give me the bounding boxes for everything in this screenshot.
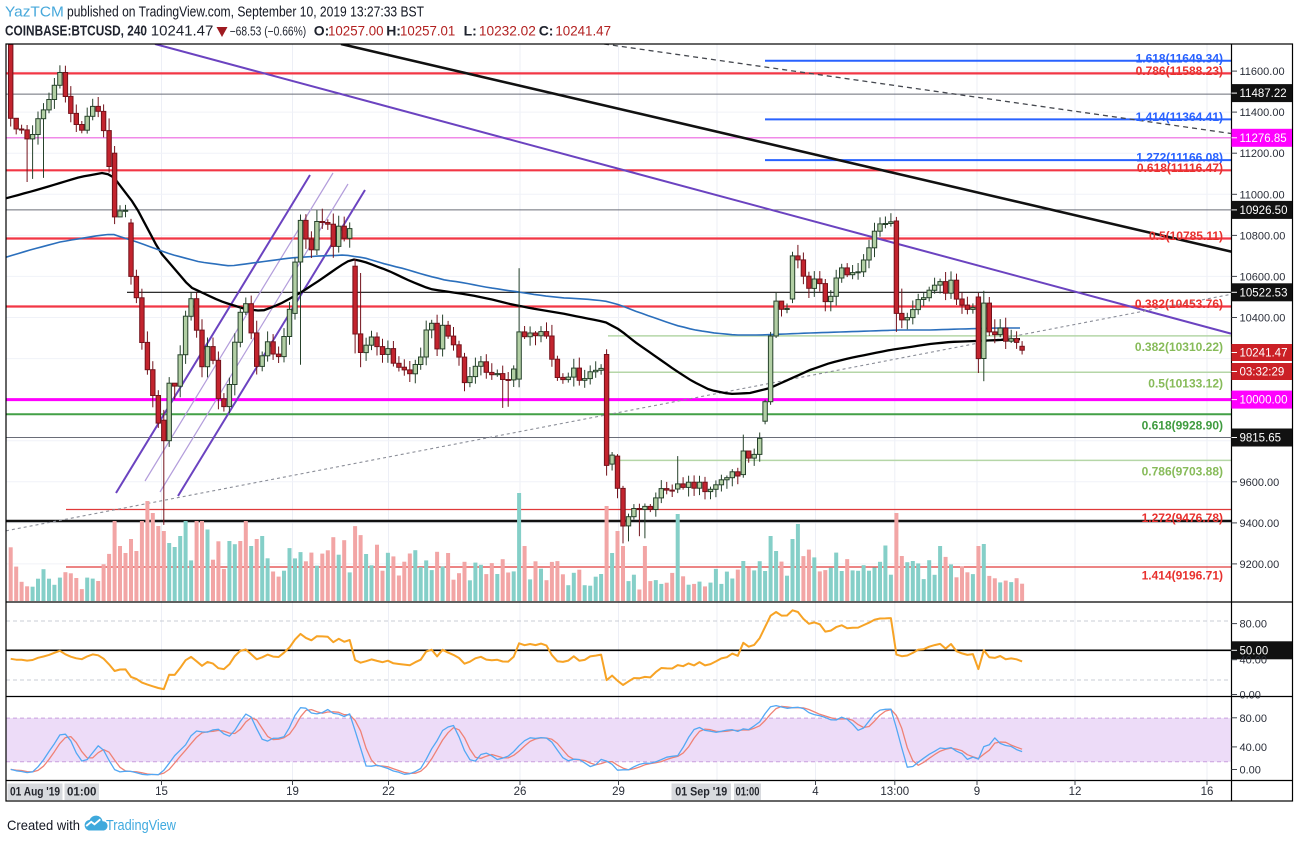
svg-text:1.272(9476.78): 1.272(9476.78) bbox=[1142, 511, 1223, 525]
svg-text:10400.00: 10400.00 bbox=[1240, 313, 1286, 325]
svg-text:29: 29 bbox=[612, 786, 625, 798]
svg-text:80.00: 80.00 bbox=[1240, 713, 1268, 725]
svg-text:10926.50: 10926.50 bbox=[1240, 205, 1288, 217]
svg-text:40.00: 40.00 bbox=[1240, 742, 1268, 754]
svg-text:22: 22 bbox=[382, 786, 395, 798]
svg-text:10522.53: 10522.53 bbox=[1240, 287, 1288, 299]
svg-text:9: 9 bbox=[974, 786, 980, 798]
svg-text:80.00: 80.00 bbox=[1240, 619, 1268, 631]
svg-text:1.272(11166.08): 1.272(11166.08) bbox=[1136, 151, 1223, 165]
svg-text:0.5(10785.11): 0.5(10785.11) bbox=[1149, 229, 1223, 243]
svg-text:12: 12 bbox=[1069, 786, 1082, 798]
svg-text:50.00: 50.00 bbox=[1240, 645, 1269, 657]
svg-text:0.382(10453.76): 0.382(10453.76) bbox=[1135, 297, 1223, 311]
svg-text:16: 16 bbox=[1201, 786, 1214, 798]
svg-text:0.618(9928.90): 0.618(9928.90) bbox=[1142, 418, 1223, 432]
svg-text:01:00: 01:00 bbox=[736, 787, 760, 799]
svg-text:11000.00: 11000.00 bbox=[1240, 189, 1285, 201]
svg-text:10241.47: 10241.47 bbox=[555, 23, 611, 39]
svg-text:9815.65: 9815.65 bbox=[1240, 433, 1282, 445]
svg-text:10241.47: 10241.47 bbox=[1240, 348, 1288, 360]
svg-text:11600.00: 11600.00 bbox=[1240, 66, 1285, 78]
svg-text:11487.22: 11487.22 bbox=[1240, 88, 1287, 100]
svg-text:10241.47: 10241.47 bbox=[151, 23, 214, 40]
svg-text:40.00: 40.00 bbox=[1240, 655, 1268, 667]
svg-text:1.414(9196.71): 1.414(9196.71) bbox=[1142, 569, 1223, 583]
svg-text:0.00: 0.00 bbox=[1240, 765, 1261, 777]
svg-text:C:: C: bbox=[539, 23, 554, 39]
svg-text:10600.00: 10600.00 bbox=[1240, 271, 1286, 283]
svg-text:1.618(11649.34): 1.618(11649.34) bbox=[1136, 51, 1223, 65]
svg-text:10257.00: 10257.00 bbox=[328, 23, 384, 39]
svg-text:0.5(10133.12): 0.5(10133.12) bbox=[1148, 376, 1223, 390]
svg-text:10000.00: 10000.00 bbox=[1240, 395, 1288, 407]
svg-text:0.382(10310.22): 0.382(10310.22) bbox=[1135, 340, 1223, 354]
svg-text:YazTCM: YazTCM bbox=[5, 5, 64, 21]
svg-text:15: 15 bbox=[155, 786, 168, 798]
svg-text:9600.00: 9600.00 bbox=[1240, 477, 1280, 489]
svg-text:13:00: 13:00 bbox=[880, 786, 909, 798]
svg-text:O:: O: bbox=[314, 23, 330, 39]
svg-text:1.414(11364.41): 1.414(11364.41) bbox=[1136, 110, 1223, 124]
svg-text:H:: H: bbox=[386, 23, 401, 39]
svg-text:11400.00: 11400.00 bbox=[1240, 107, 1285, 119]
svg-text:03:32:29: 03:32:29 bbox=[1240, 367, 1285, 379]
svg-text:19: 19 bbox=[286, 786, 299, 798]
svg-text:9200.00: 9200.00 bbox=[1240, 559, 1280, 571]
svg-text:0.786(11588.23): 0.786(11588.23) bbox=[1136, 64, 1223, 78]
svg-text:−68.53 (−0.66%): −68.53 (−0.66%) bbox=[230, 25, 307, 39]
svg-text:0.786(9703.88): 0.786(9703.88) bbox=[1142, 464, 1223, 478]
svg-text:4: 4 bbox=[812, 786, 819, 798]
svg-text:11276.85: 11276.85 bbox=[1240, 133, 1287, 145]
svg-text:10257.01: 10257.01 bbox=[400, 23, 455, 39]
svg-text:Created with: Created with bbox=[7, 817, 80, 833]
svg-text:COINBASE:BTCUSD, 240: COINBASE:BTCUSD, 240 bbox=[5, 24, 147, 40]
svg-text:10800.00: 10800.00 bbox=[1240, 230, 1286, 242]
svg-text:published on TradingView.com,: published on TradingView.com, September … bbox=[67, 5, 424, 21]
svg-text:0.618(11116.47): 0.618(11116.47) bbox=[1137, 161, 1223, 175]
svg-text:9400.00: 9400.00 bbox=[1240, 518, 1280, 530]
svg-text:10232.02: 10232.02 bbox=[479, 23, 536, 39]
svg-text:01 Aug '19: 01 Aug '19 bbox=[10, 787, 60, 799]
svg-text:L:: L: bbox=[464, 23, 477, 39]
svg-text:01:00: 01:00 bbox=[67, 787, 96, 799]
svg-text:26: 26 bbox=[514, 786, 527, 798]
svg-text:01 Sep '19: 01 Sep '19 bbox=[675, 787, 727, 799]
svg-text:TradingView: TradingView bbox=[106, 817, 176, 834]
svg-text:0.00: 0.00 bbox=[1240, 690, 1261, 702]
svg-text:11200.00: 11200.00 bbox=[1240, 148, 1285, 160]
